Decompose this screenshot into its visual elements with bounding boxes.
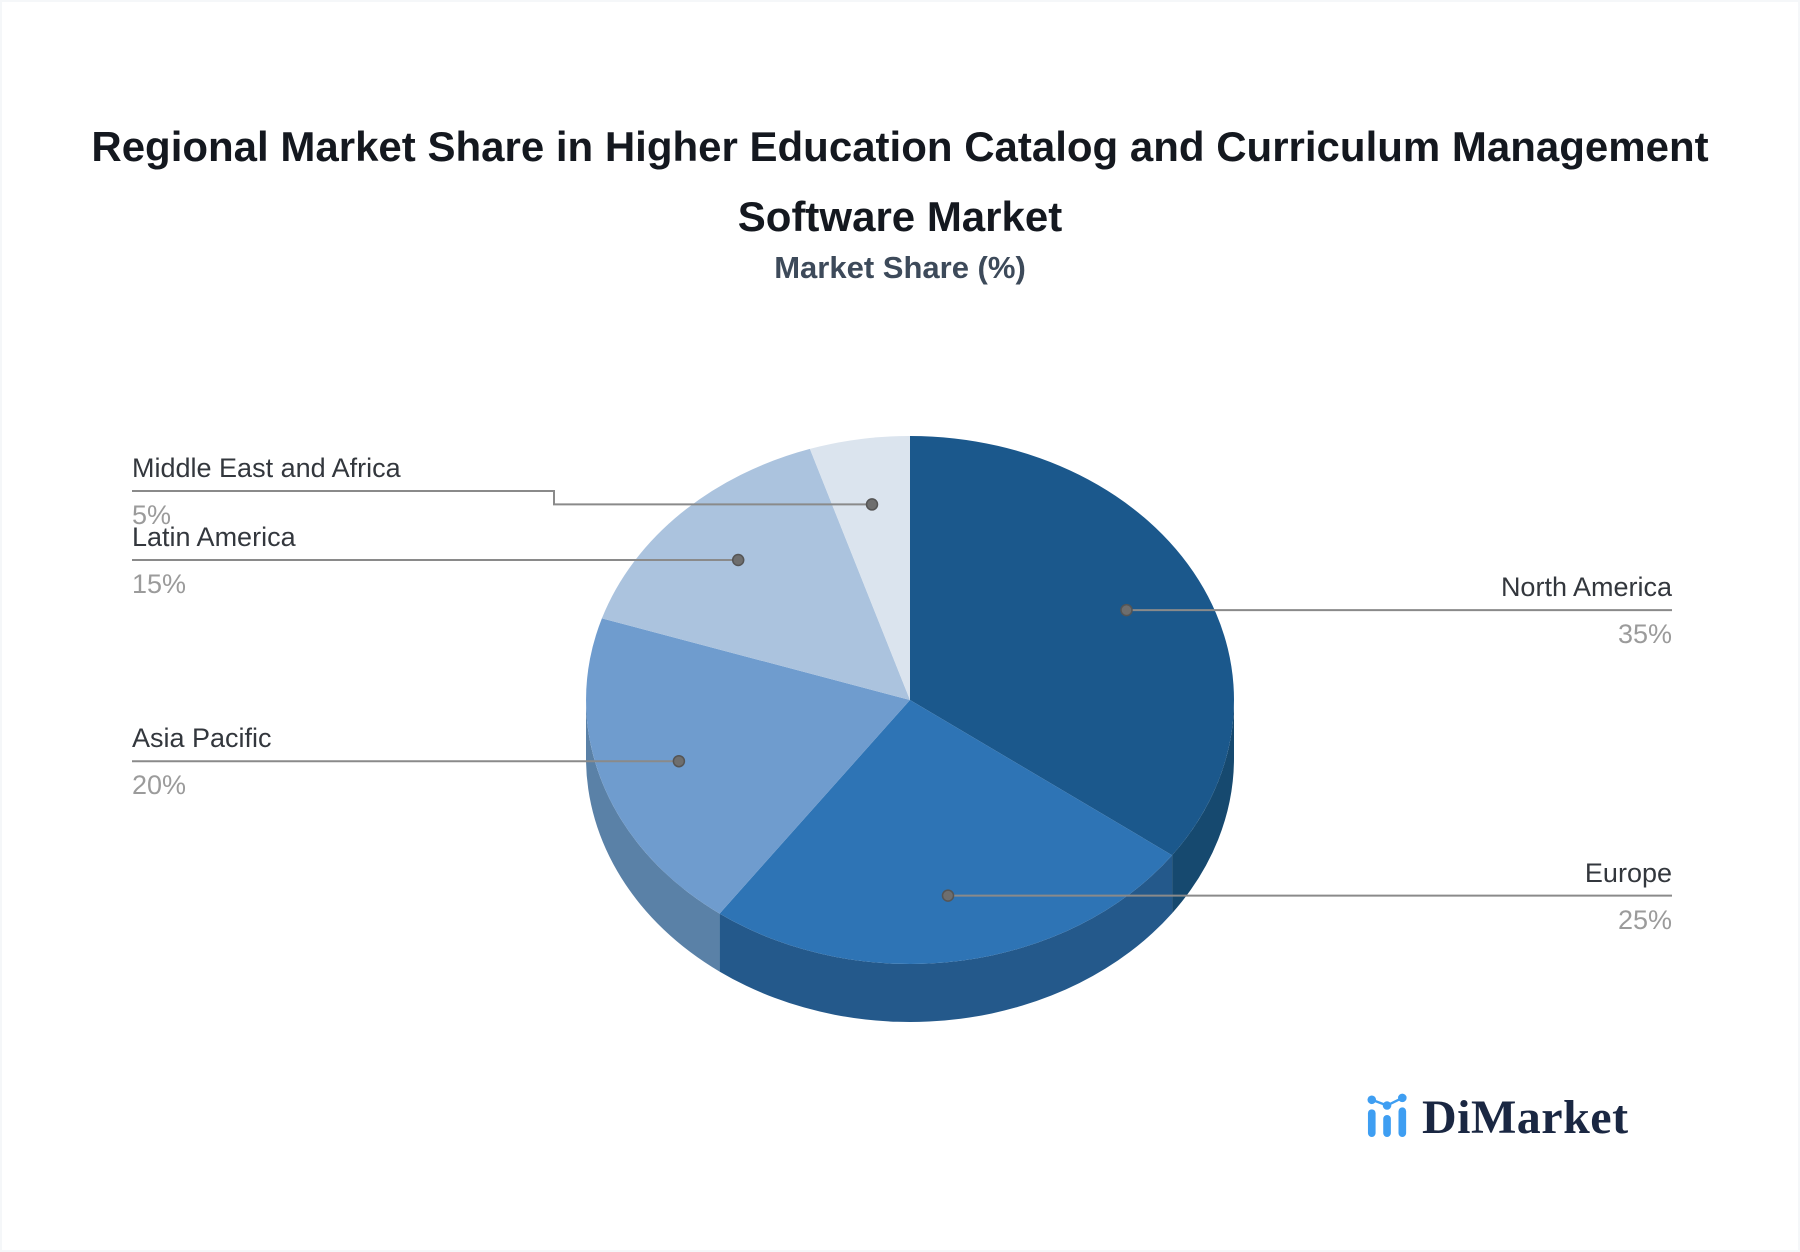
callout-value-asia-pacific: 20% (132, 770, 187, 801)
callout-label-latin-america: Latin America (132, 521, 296, 552)
chart-subtitle: Market Share (%) (774, 250, 1026, 285)
bars-trend-icon (1367, 1093, 1407, 1137)
chart-title: Regional Market Share in Higher Educatio… (0, 112, 1800, 252)
callout-value-north-america: 35% (1617, 619, 1672, 650)
callout-value-middle-east-africa: 5% (132, 500, 172, 530)
brand-logo: DiMarket (1367, 1092, 1629, 1142)
chart-title-line2: Software Market (737, 193, 1063, 240)
callout-label-asia-pacific: Asia Pacific (132, 723, 272, 754)
callout-label-middle-east-africa: Middle East and Africa (132, 453, 401, 483)
callout-label-north-america: North America (1500, 572, 1672, 603)
callout-value-europe: 25% (1617, 904, 1672, 935)
brand-name: DiMarket (1422, 1091, 1629, 1144)
callout-value-latin-america: 15% (132, 568, 187, 599)
chart-title-line1: Regional Market Share in Higher Educatio… (91, 123, 1709, 170)
callout-label-europe: Europe (1584, 857, 1672, 888)
